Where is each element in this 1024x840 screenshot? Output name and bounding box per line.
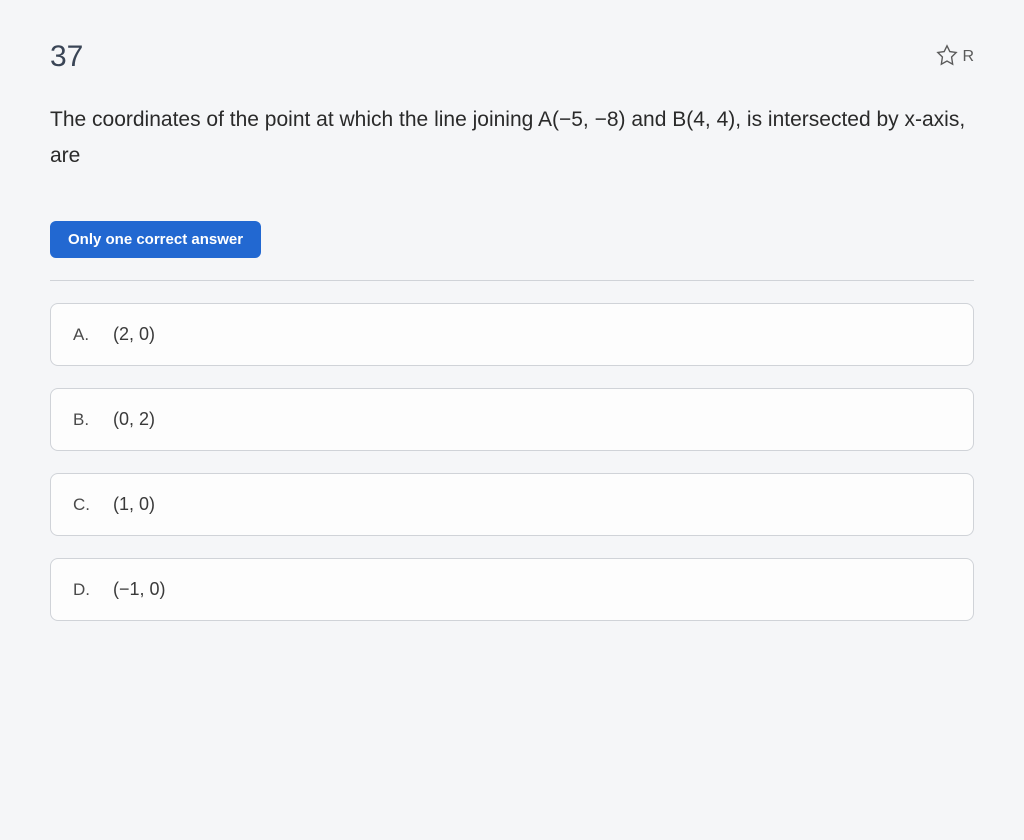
option-letter: C. (73, 495, 93, 515)
question-text: The coordinates of the point at which th… (50, 102, 974, 173)
option-text: (1, 0) (113, 494, 155, 515)
bookmark-label: R (962, 48, 974, 66)
options-list: A. (2, 0) B. (0, 2) C. (1, 0) D. (−1, 0) (50, 303, 974, 621)
bookmark-badge[interactable]: R (936, 44, 974, 71)
option-text: (−1, 0) (113, 579, 166, 600)
option-b[interactable]: B. (0, 2) (50, 388, 974, 451)
option-text: (2, 0) (113, 324, 155, 345)
option-text: (0, 2) (113, 409, 155, 430)
option-d[interactable]: D. (−1, 0) (50, 558, 974, 621)
option-letter: D. (73, 580, 93, 600)
question-number: 37 (50, 40, 83, 74)
divider (50, 280, 974, 281)
option-letter: A. (73, 325, 93, 345)
star-icon (936, 44, 958, 71)
question-header: 37 R (50, 40, 974, 74)
answer-type-badge: Only one correct answer (50, 221, 261, 258)
option-c[interactable]: C. (1, 0) (50, 473, 974, 536)
option-a[interactable]: A. (2, 0) (50, 303, 974, 366)
option-letter: B. (73, 410, 93, 430)
